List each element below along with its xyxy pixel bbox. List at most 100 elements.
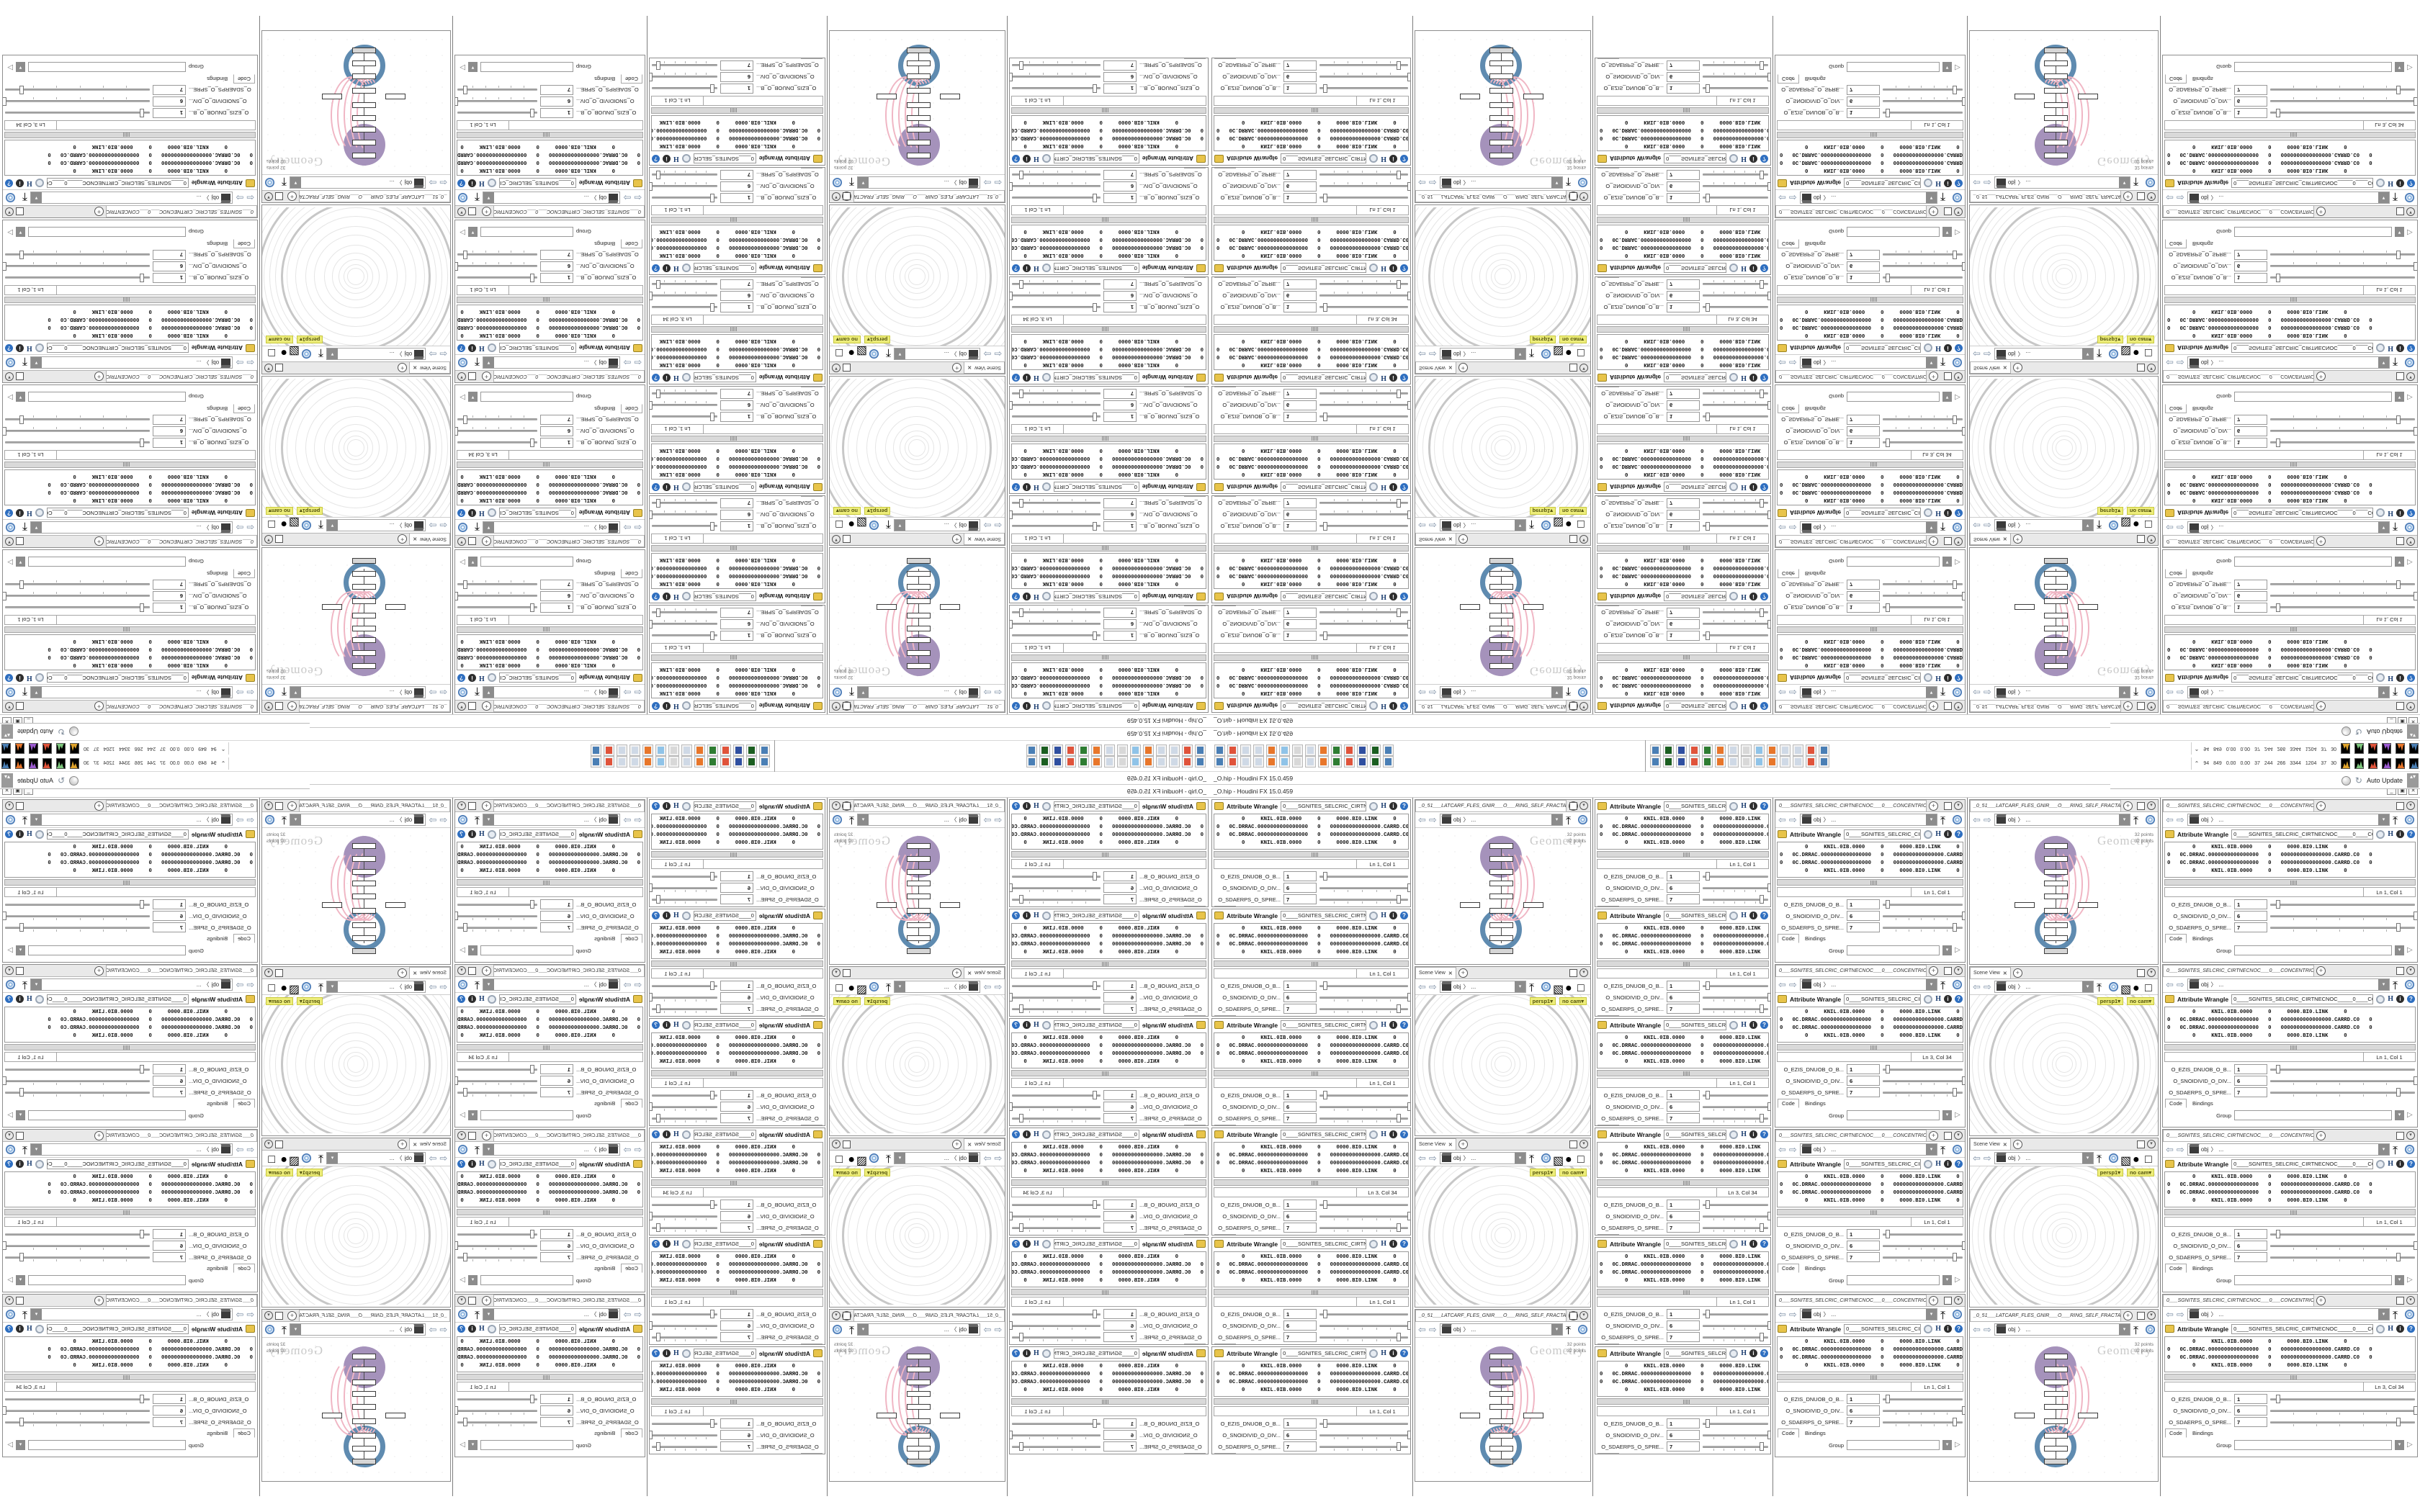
select-arrow-icon[interactable]: ▷ <box>1955 63 1960 71</box>
h-help-icon[interactable]: H <box>673 702 679 710</box>
question-icon[interactable]: ? <box>1760 374 1768 382</box>
maximize-pane-icon[interactable] <box>2137 535 2145 544</box>
horizontal-scrollbar[interactable] <box>1214 107 1409 114</box>
horizontal-scrollbar[interactable] <box>1214 545 1409 552</box>
chevron-down-icon[interactable]: ▾ <box>468 62 478 72</box>
network-node[interactable] <box>352 856 376 862</box>
chevron-down-icon[interactable]: ▾ <box>16 227 25 237</box>
pane-menu-icon[interactable]: ▾ <box>1579 535 1588 544</box>
network-node[interactable] <box>877 902 897 908</box>
pin-icon[interactable]: ⤒ <box>22 190 27 203</box>
group-input[interactable] <box>1847 227 1940 237</box>
h-help-icon[interactable]: H <box>1034 264 1039 272</box>
slider-knob[interactable] <box>710 84 715 93</box>
parameter-field[interactable]: 6 <box>1667 291 1700 301</box>
breadcrumb[interactable]: obj 〉... ▾ <box>30 814 233 826</box>
scroll-grip[interactable] <box>2290 297 2298 302</box>
taskbar-houdini-icon[interactable] <box>642 756 653 768</box>
parameter-field[interactable]: 1 <box>2234 603 2267 613</box>
chevron-down-icon[interactable]: ▾ <box>468 557 478 567</box>
taskbar-disk-icon[interactable] <box>1676 744 1687 756</box>
close-icon[interactable]: ✕ <box>413 536 418 541</box>
chevron-down-icon[interactable]: ▾ <box>483 357 494 368</box>
parameter-slider[interactable] <box>652 279 717 289</box>
forward-arrow-icon[interactable]: ⇨ <box>2176 522 2184 534</box>
gear-icon[interactable] <box>681 264 691 273</box>
network-node[interactable] <box>352 1380 376 1385</box>
back-arrow-icon[interactable]: ⇦ <box>246 687 254 698</box>
parameter-field[interactable]: 7 <box>1103 1113 1137 1123</box>
tab-code[interactable]: Code <box>621 1428 642 1438</box>
breadcrumb[interactable]: obj 〉... ▾ <box>1994 176 2130 189</box>
code-editor[interactable]: 0 KNIL.0IB.0000 0 0000.BI0.LINK 0 0 0C.D… <box>1214 444 1409 480</box>
slider-knob[interactable] <box>710 631 715 640</box>
parameter-field[interactable]: 7 <box>1103 389 1137 399</box>
code-editor[interactable]: 0 KNIL.0IB.0000 0 0000.BI0.LINK 0 0 0C.D… <box>457 305 643 341</box>
forward-arrow-icon[interactable]: ⇨ <box>429 1323 437 1335</box>
add-tab-icon[interactable]: + <box>1929 372 1938 382</box>
node-path-field[interactable]: 0____SGNITES_SELCRIC_CIRTNECNOC_____0___… <box>1844 178 1922 189</box>
auto-update-stepper[interactable]: ▴▾ <box>1 724 13 739</box>
breadcrumb[interactable]: obj 〉... ▾ <box>1799 686 1937 698</box>
chevron-down-icon[interactable]: ▾ <box>290 1324 301 1335</box>
taskbar-screen-icon[interactable] <box>1214 744 1225 756</box>
network-node[interactable] <box>352 598 376 604</box>
node-path-field[interactable]: 0____SGNITES_SELCRIC_CIRTNECNOC_____0___… <box>693 372 756 383</box>
panel-tab[interactable]: Scene View ✕ <box>1415 362 1456 374</box>
back-arrow-icon[interactable]: ⇦ <box>1418 348 1426 360</box>
network-node[interactable] <box>1489 558 1513 564</box>
parameter-field[interactable]: 6 <box>1103 1211 1137 1221</box>
horizontal-scrollbar[interactable] <box>651 545 823 552</box>
parameter-slider[interactable] <box>1012 894 1101 904</box>
parameter-slider[interactable] <box>1012 1332 1101 1342</box>
group-input[interactable] <box>480 1275 573 1285</box>
network-node[interactable] <box>352 153 376 158</box>
parameter-field[interactable]: 7 <box>153 250 186 260</box>
gear-icon[interactable] <box>2376 673 2385 683</box>
back-arrow-icon[interactable]: ⇦ <box>994 520 1002 531</box>
breadcrumb[interactable]: obj 〉... ▾ <box>2187 356 2390 369</box>
spiral-icon[interactable] <box>6 980 15 989</box>
horizontal-scrollbar[interactable] <box>651 326 823 333</box>
parameter-field[interactable]: 6 <box>1667 400 1700 410</box>
parameter-slider[interactable] <box>1883 580 1963 590</box>
h-help-icon[interactable]: H <box>673 264 679 272</box>
code-editor[interactable]: 0 KNIL.0IB.0000 0 0000.BI0.LINK 0 0 0C.D… <box>4 1007 256 1043</box>
add-tab-icon[interactable]: + <box>1929 536 1938 546</box>
code-editor[interactable]: 0 KNIL.0IB.0000 0 0000.BI0.LINK 0 0 0C.D… <box>1214 225 1409 261</box>
taskbar-houdini-icon[interactable] <box>1318 744 1329 756</box>
slider-knob[interactable] <box>1093 413 1098 421</box>
node-path-field[interactable]: 0____SGNITES_SELCRIC_CIRTNECNOC_____0___… <box>693 801 756 811</box>
h-help-icon[interactable]: H <box>479 830 485 838</box>
spiral-icon[interactable] <box>833 1325 842 1334</box>
spiral-icon[interactable] <box>458 980 467 989</box>
info-icon[interactable]: i <box>1749 702 1757 710</box>
question-icon[interactable]: ? <box>652 155 660 163</box>
maximize-pane-icon[interactable] <box>843 702 851 711</box>
forward-arrow-icon[interactable]: ⇨ <box>623 357 632 369</box>
h-help-icon[interactable]: H <box>1935 179 1941 187</box>
box-icon[interactable]: ▧ <box>856 983 867 996</box>
back-arrow-icon[interactable]: ⇦ <box>439 1152 447 1164</box>
network-node[interactable] <box>1489 584 1513 590</box>
scroll-grip[interactable] <box>1870 132 1878 137</box>
pin-icon[interactable]: ⤒ <box>22 685 27 698</box>
forward-arrow-icon[interactable]: ⇨ <box>1788 522 1797 534</box>
tab-code[interactable]: Code <box>1597 276 1619 278</box>
scroll-grip[interactable] <box>2290 462 2298 467</box>
scroll-grip[interactable] <box>1101 962 1109 966</box>
tab-code[interactable]: Code <box>2165 239 2187 248</box>
network-node[interactable] <box>1489 637 1513 643</box>
breadcrumb[interactable]: obj 〉... ▾ <box>290 814 426 826</box>
tab-code[interactable]: Code <box>1214 386 1236 387</box>
breadcrumb[interactable]: obj 〉... ▾ <box>483 1308 621 1320</box>
network-node[interactable] <box>907 48 931 53</box>
parameter-slider[interactable] <box>1012 389 1101 399</box>
tab-code[interactable]: Code <box>1184 1234 1206 1236</box>
pane-menu-icon[interactable]: ▾ <box>457 702 466 711</box>
pane-menu-icon[interactable]: ▾ <box>264 702 273 711</box>
taskbar-terminal-icon[interactable] <box>1331 744 1342 756</box>
tab-bindings[interactable]: Bindings <box>594 1265 616 1272</box>
question-icon[interactable]: ? <box>1955 179 1963 187</box>
taskbar-screen-icon[interactable] <box>1650 744 1661 756</box>
